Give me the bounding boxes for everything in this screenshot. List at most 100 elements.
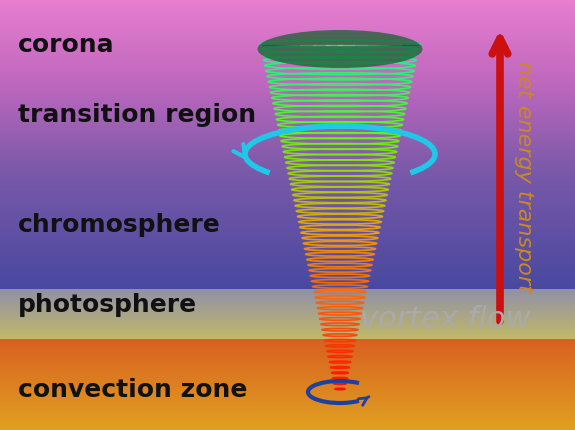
Bar: [0, 416, 575, 417]
Bar: [0, 362, 575, 363]
Bar: [0, 325, 575, 326]
Bar: [0, 293, 575, 294]
Bar: [0, 15, 575, 16]
Bar: [0, 345, 575, 346]
Bar: [0, 25, 575, 26]
Bar: [0, 389, 575, 390]
Bar: [0, 95, 575, 96]
Bar: [0, 153, 575, 154]
Text: convection zone: convection zone: [18, 377, 247, 401]
Bar: [0, 211, 575, 212]
Bar: [0, 22, 575, 23]
Bar: [0, 106, 575, 107]
Bar: [0, 65, 575, 66]
Bar: [0, 429, 575, 430]
Bar: [0, 103, 575, 104]
Text: vortex flow: vortex flow: [360, 305, 531, 334]
Bar: [0, 289, 575, 290]
Bar: [0, 52, 575, 53]
Bar: [0, 202, 575, 203]
Bar: [0, 233, 575, 234]
Bar: [0, 322, 575, 323]
Bar: [0, 181, 575, 183]
Bar: [0, 44, 575, 45]
Bar: [0, 371, 575, 372]
Bar: [0, 60, 575, 61]
Bar: [0, 384, 575, 385]
Bar: [0, 99, 575, 100]
Bar: [0, 304, 575, 305]
Bar: [0, 409, 575, 410]
Bar: [0, 368, 575, 369]
Bar: [0, 107, 575, 108]
Bar: [0, 62, 575, 63]
Bar: [0, 61, 575, 62]
Bar: [0, 120, 575, 121]
Bar: [0, 272, 575, 273]
Bar: [0, 323, 575, 324]
Bar: [0, 266, 575, 267]
Bar: [0, 102, 575, 103]
Bar: [0, 116, 575, 117]
Bar: [0, 26, 575, 27]
Bar: [0, 117, 575, 118]
Bar: [0, 17, 575, 18]
Bar: [0, 313, 575, 314]
Bar: [0, 411, 575, 412]
Bar: [0, 45, 575, 46]
Bar: [0, 63, 575, 64]
Bar: [0, 324, 575, 325]
Bar: [0, 274, 575, 275]
Bar: [0, 309, 575, 310]
Bar: [0, 76, 575, 77]
Bar: [0, 171, 575, 172]
Bar: [0, 193, 575, 194]
Bar: [0, 114, 575, 115]
Bar: [0, 124, 575, 125]
Bar: [0, 308, 575, 309]
Bar: [0, 37, 575, 38]
Bar: [0, 115, 575, 116]
Bar: [0, 239, 575, 240]
Bar: [0, 348, 575, 349]
Bar: [0, 281, 575, 283]
Bar: [0, 249, 575, 250]
Bar: [0, 244, 575, 246]
Bar: [0, 0, 575, 1]
Bar: [0, 215, 575, 216]
Bar: [0, 85, 575, 86]
Bar: [0, 406, 575, 407]
Bar: [0, 273, 575, 274]
Bar: [0, 177, 575, 178]
Bar: [0, 50, 575, 51]
Bar: [0, 166, 575, 168]
Bar: [0, 111, 575, 112]
Bar: [0, 327, 575, 328]
Bar: [0, 277, 575, 278]
Bar: [0, 255, 575, 256]
Bar: [0, 190, 575, 191]
Bar: [0, 43, 575, 44]
Bar: [0, 64, 575, 65]
Bar: [0, 247, 575, 249]
Bar: [0, 152, 575, 153]
Bar: [0, 56, 575, 57]
Bar: [0, 28, 575, 29]
Bar: [0, 340, 575, 341]
Bar: [0, 16, 575, 17]
Bar: [0, 125, 575, 126]
Bar: [0, 397, 575, 398]
Bar: [0, 21, 575, 22]
Bar: [0, 77, 575, 78]
Bar: [0, 426, 575, 427]
Bar: [0, 230, 575, 231]
Bar: [0, 376, 575, 377]
Bar: [0, 104, 575, 105]
Bar: [0, 253, 575, 255]
Bar: [0, 421, 575, 422]
Bar: [0, 86, 575, 87]
Bar: [0, 206, 575, 208]
Bar: [0, 321, 575, 322]
Bar: [0, 57, 575, 58]
Bar: [0, 162, 575, 163]
